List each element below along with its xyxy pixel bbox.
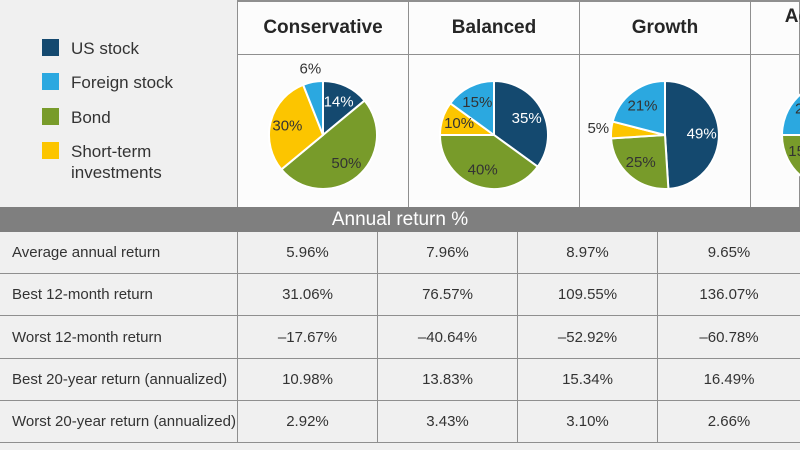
pie-percentage-label: 50% bbox=[331, 155, 361, 172]
pie-percentage-label: 15% bbox=[462, 94, 492, 111]
pie-percentage-label: 15% bbox=[788, 143, 800, 160]
return-value-cell: 9.65% bbox=[657, 232, 800, 274]
return-value-cell: 3.10% bbox=[517, 400, 657, 443]
returns-table: Average annual return 5.96% 7.96% 8.97% … bbox=[0, 232, 800, 444]
pie-slice-bond bbox=[439, 134, 539, 190]
table-row: Worst 20-year return (annualized) 2.92% … bbox=[0, 400, 800, 444]
pie-cell-aggressive-growth: 60%15%25% bbox=[751, 55, 800, 207]
portfolio-column-conservative: Conservative 14% 50% 30% 6% bbox=[238, 2, 408, 207]
portfolio-column-balanced: Balanced 35% 40% 10% 15% bbox=[408, 2, 579, 207]
table-row: Average annual return 5.96% 7.96% 8.97% … bbox=[0, 232, 800, 275]
return-value-cell: 109.55% bbox=[517, 274, 657, 316]
return-value-cell: –17.67% bbox=[237, 316, 377, 358]
legend-item-us-stock: US stock bbox=[42, 38, 201, 59]
return-value-cell: –60.78% bbox=[657, 316, 800, 358]
return-value-cell: 13.83% bbox=[377, 358, 517, 400]
legend-item-short-term: Short-term investments bbox=[42, 141, 201, 184]
table-row: Worst 12-month return –17.67% –40.64% –5… bbox=[0, 316, 800, 359]
pie-percentage-label: 6% bbox=[300, 61, 322, 78]
short-term-swatch-icon bbox=[42, 141, 59, 159]
bond-swatch-icon bbox=[42, 107, 59, 125]
pie-percentage-label: 21% bbox=[627, 98, 657, 115]
pie-percentage-label: 30% bbox=[272, 117, 302, 134]
portfolio-column-aggressive-growth: Aggressive growth 60%15%25% bbox=[750, 2, 800, 207]
legend-label: US stock bbox=[71, 39, 140, 58]
row-label: Worst 12-month return bbox=[12, 328, 162, 346]
pie-cell-balanced: 35% 40% 10% 15% bbox=[409, 55, 579, 207]
pie-slice-foreign_stock bbox=[611, 80, 666, 136]
pie-percentage-label: 14% bbox=[324, 93, 354, 110]
column-header-growth: Growth bbox=[580, 2, 750, 55]
legend-item-bond: Bond bbox=[42, 107, 201, 128]
return-value-cell: 2.66% bbox=[657, 400, 800, 443]
us-stock-swatch-icon bbox=[42, 39, 59, 56]
return-value-cell: 5.96% bbox=[237, 232, 377, 274]
table-row: Best 20-year return (annualized) 10.98% … bbox=[0, 358, 800, 401]
return-value-cell: 31.06% bbox=[237, 274, 377, 316]
pie-slice-foreign_stock bbox=[302, 80, 324, 136]
return-value-cell: 76.57% bbox=[377, 274, 517, 316]
return-value-cell: 7.96% bbox=[377, 232, 517, 274]
return-value-cell: 3.43% bbox=[377, 400, 517, 443]
pie-percentage-label: 5% bbox=[587, 120, 609, 137]
pie-percentage-label: 35% bbox=[512, 110, 542, 127]
return-value-cell: 16.49% bbox=[657, 358, 800, 400]
return-value-cell: 8.97% bbox=[517, 232, 657, 274]
pie-percentage-label: 49% bbox=[687, 125, 717, 142]
pie-cell-conservative: 14% 50% 30% 6% bbox=[238, 55, 408, 207]
return-value-cell: –40.64% bbox=[377, 316, 517, 358]
row-label: Best 12-month return bbox=[12, 286, 153, 304]
pie-chart-balanced: 35% 40% 10% 15% bbox=[439, 80, 549, 190]
asset-class-legend: US stock Foreign stock Bond Short-term i… bbox=[42, 38, 201, 196]
annual-return-band-title: Annual return % bbox=[331, 208, 469, 230]
pie-slice-foreign_stock bbox=[781, 93, 800, 136]
annual-return-band: Annual return % bbox=[0, 207, 800, 232]
table-row: Best 12-month return 31.06% 76.57% 109.5… bbox=[0, 274, 800, 317]
column-header-conservative: Conservative bbox=[238, 2, 408, 55]
legend-label: Bond bbox=[71, 107, 111, 127]
pie-chart-growth: 49% 25% 5% 21% bbox=[587, 80, 720, 190]
legend-item-foreign-stock: Foreign stock bbox=[42, 72, 201, 93]
row-label: Worst 20-year return (annualized) bbox=[12, 412, 236, 430]
return-value-cell: 10.98% bbox=[237, 358, 377, 400]
column-header-aggressive-growth: Aggressive growth bbox=[751, 2, 800, 55]
row-label: Average annual return bbox=[12, 244, 161, 262]
legend-label: Short-term investments bbox=[71, 141, 162, 182]
pie-percentage-label: 25% bbox=[626, 154, 656, 171]
pie-slice-us_stock bbox=[664, 80, 720, 190]
return-value-cell: 2.92% bbox=[237, 400, 377, 443]
pie-cell-growth: 49% 25% 5% 21% bbox=[580, 55, 750, 207]
return-value-cell: –52.92% bbox=[517, 316, 657, 358]
foreign-stock-swatch-icon bbox=[42, 73, 59, 91]
legend-label: Foreign stock bbox=[71, 73, 174, 93]
pie-slice-foreign_stock bbox=[449, 80, 495, 136]
pie-slice-us_stock bbox=[493, 80, 549, 168]
pie-percentage-label: 10% bbox=[444, 115, 474, 132]
pie-slice-short_term bbox=[268, 83, 324, 171]
pie-chart-aggressive-growth: 60%15%25% bbox=[781, 93, 800, 177]
pie-slice-bond bbox=[610, 134, 670, 190]
pie-percentage-label: 25% bbox=[795, 101, 800, 118]
return-value-cell: 15.34% bbox=[517, 358, 657, 400]
column-header-balanced: Balanced bbox=[409, 2, 579, 55]
pie-percentage-label: 40% bbox=[468, 161, 498, 178]
pie-chart-conservative: 14% 50% 30% 6% bbox=[268, 61, 378, 190]
pie-slice-bond bbox=[280, 99, 378, 190]
row-label: Best 20-year return (annualized) bbox=[12, 370, 228, 388]
portfolio-column-growth: Growth 49% 25% 5% 21% bbox=[579, 2, 750, 207]
portfolio-columns: Conservative 14% 50% 30% 6% Balanced 35% 40%… bbox=[237, 0, 800, 207]
return-value-cell: 136.07% bbox=[657, 274, 800, 316]
